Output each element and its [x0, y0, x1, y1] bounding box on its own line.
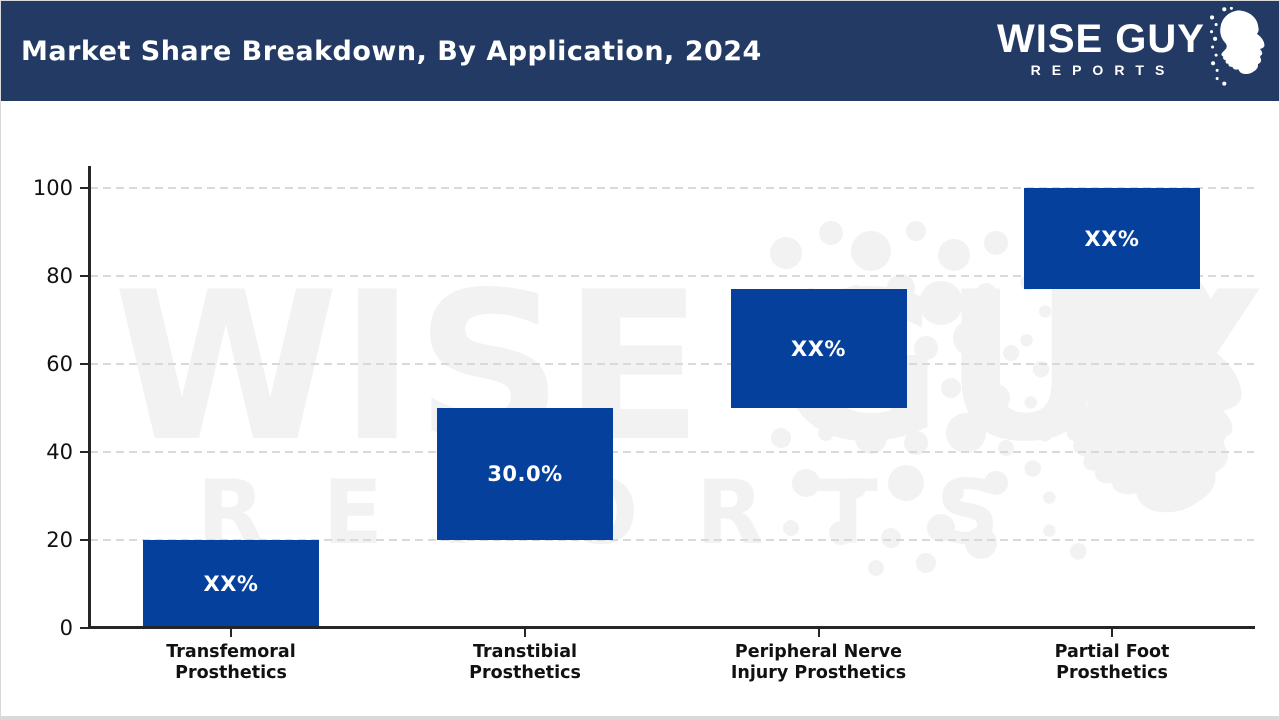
gridline-20 [90, 539, 1254, 541]
y-tick-label-60: 60 [46, 352, 73, 376]
bar-value-label: XX% [203, 572, 259, 596]
category-label-line: Prosthetics [469, 663, 581, 683]
page-title: Market Share Breakdown, By Application, … [21, 35, 762, 67]
category-label-line: Peripheral Nerve [734, 642, 903, 662]
bar-value-label: XX% [791, 336, 846, 361]
bar-value-label: XX% [1084, 226, 1140, 251]
y-tick-label-20: 20 [46, 528, 73, 552]
x-tick-mark-peripheral-nerve [817, 629, 820, 637]
category-label-transtibial: Transtibial Prosthetics [409, 642, 641, 684]
category-label-line: Transtibial [472, 642, 578, 662]
gridline-100 [90, 187, 1254, 189]
logo-text: WISE GUY REPORTS [997, 18, 1205, 78]
bar-transfemoral: XX% [143, 540, 319, 628]
category-label-peripheral-nerve: Peripheral Nerve Injury Prosthetics [703, 642, 935, 684]
gridline-60 [90, 363, 1254, 365]
category-label-line: Transfemoral [166, 642, 296, 662]
bar-partial-foot: XX% [1024, 188, 1200, 290]
bar-peripheral-nerve: XX% [730, 289, 907, 408]
y-tick-label-0: 0 [59, 616, 73, 640]
y-tick-label-40: 40 [46, 440, 73, 464]
category-label-line: Partial Foot [1054, 642, 1170, 662]
y-tick-label-80: 80 [46, 264, 73, 288]
category-label-line: Prosthetics [1056, 663, 1168, 683]
wise-guy-reports-logo: WISE GUY REPORTS [997, 7, 1265, 89]
gridline-80 [90, 275, 1254, 277]
bottom-border-line [1, 716, 1279, 719]
y-tick-mark-80 [80, 275, 89, 277]
y-tick-label-100: 100 [32, 176, 73, 200]
y-tick-mark-20 [80, 539, 89, 541]
y-tick-mark-100 [80, 187, 89, 189]
logo-face-profile-icon [1210, 7, 1265, 86]
x-tick-mark-transtibial [524, 629, 526, 637]
category-label-transfemoral: Transfemoral Prosthetics [115, 642, 347, 684]
gridline-40 [90, 451, 1254, 453]
header-bar: Market Share Breakdown, By Application, … [1, 1, 1279, 101]
y-axis-line [88, 166, 91, 629]
bar-value-label: 30.0% [487, 462, 563, 486]
x-axis-line [88, 626, 1255, 629]
bar-transtibial: 30.0% [437, 408, 613, 540]
y-tick-mark-60 [80, 363, 89, 365]
watermark-wiseguy-text: WISE GUY [113, 249, 1258, 487]
x-tick-mark-partial-foot [1111, 629, 1113, 637]
y-tick-mark-0 [80, 627, 89, 629]
logo-wiseguy-text: WISE GUY [996, 17, 1205, 61]
y-tick-mark-40 [80, 451, 89, 453]
category-label-line: Prosthetics [175, 663, 287, 683]
category-label-line: Injury Prosthetics [730, 663, 907, 683]
x-tick-mark-transfemoral [230, 629, 232, 637]
watermark-face-profile-icon [1020, 241, 1242, 560]
category-label-partial-foot: Partial Foot Prosthetics [996, 642, 1228, 684]
watermark-dots-pattern-icon [768, 221, 1019, 576]
logo-reports-text: REPORTS [1030, 62, 1176, 78]
